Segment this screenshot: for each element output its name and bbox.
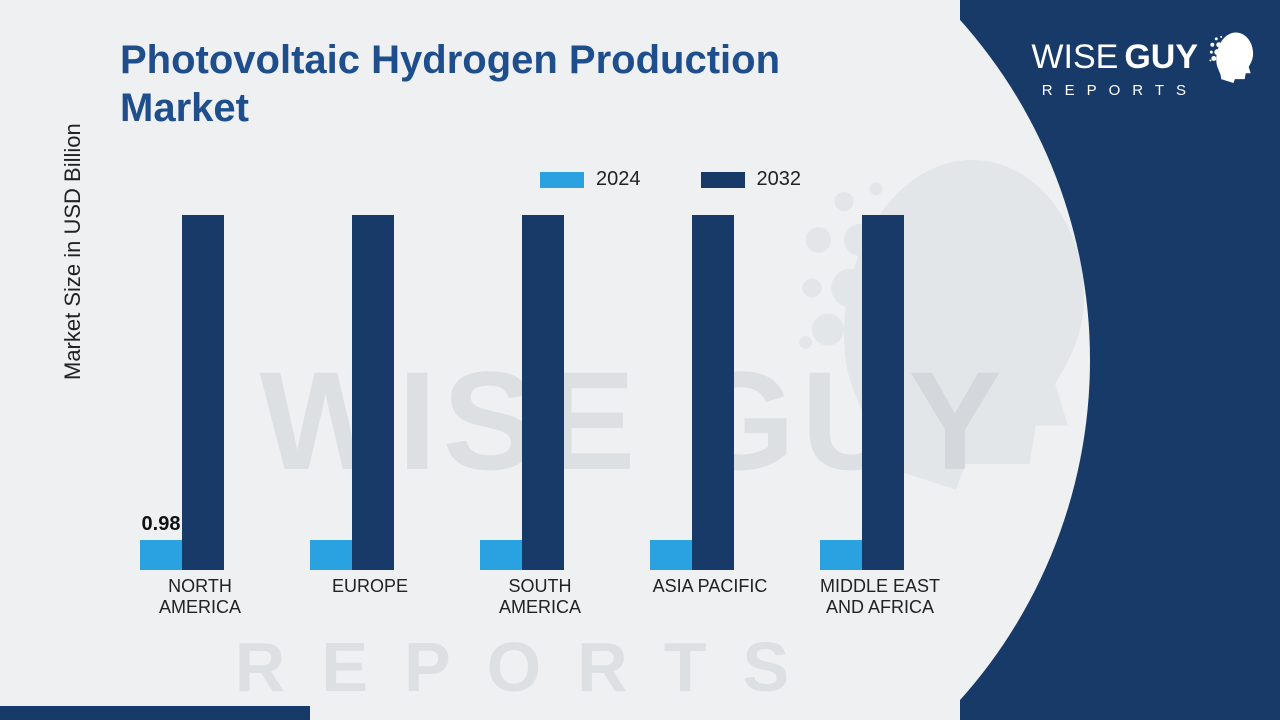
plot-area: NORTH AMERICAEUROPESOUTH AMERICAASIA PAC… <box>110 200 950 570</box>
bar <box>352 215 394 570</box>
bar <box>480 540 522 570</box>
category-label: MIDDLE EAST AND AFRICA <box>810 576 950 617</box>
logo-text-reports: REPORTS <box>978 82 1258 99</box>
bar <box>140 540 182 570</box>
bar <box>522 215 564 570</box>
chart-title: Photovoltaic Hydrogen Production Market <box>120 36 840 132</box>
bar-group: EUROPE <box>310 200 430 570</box>
legend-swatch-2024 <box>540 172 584 188</box>
category-label: NORTH AMERICA <box>130 576 270 617</box>
legend-label-2024: 2024 <box>596 168 641 191</box>
bar <box>820 540 862 570</box>
category-label: EUROPE <box>300 576 440 597</box>
brand-logo: WISE GUY REPORTS <box>978 30 1258 99</box>
bar <box>310 540 352 570</box>
category-label: ASIA PACIFIC <box>640 576 780 597</box>
bar-group: SOUTH AMERICA <box>480 200 600 570</box>
y-axis-label: Market Size in USD Billion <box>60 123 86 380</box>
bar-group: ASIA PACIFIC <box>650 200 770 570</box>
bar <box>862 215 904 570</box>
category-label: SOUTH AMERICA <box>470 576 610 617</box>
logo-text-wise: WISE <box>1031 38 1118 77</box>
logo-text-guy: GUY <box>1124 38 1198 77</box>
canvas: WISE GUY REPORTS Photovoltaic Hydrogen P… <box>0 0 1280 720</box>
head-silhouette-icon <box>1204 30 1258 84</box>
legend-swatch-2032 <box>701 172 745 188</box>
legend-item-2024: 2024 <box>540 168 641 191</box>
bar-value-label: 0.98 <box>131 513 191 536</box>
bar-group: MIDDLE EAST AND AFRICA <box>820 200 940 570</box>
bar <box>692 215 734 570</box>
legend-label-2032: 2032 <box>757 168 802 191</box>
bar <box>650 540 692 570</box>
bottom-accent-strip <box>0 706 310 720</box>
legend-item-2032: 2032 <box>701 168 802 191</box>
legend: 2024 2032 <box>540 168 801 191</box>
